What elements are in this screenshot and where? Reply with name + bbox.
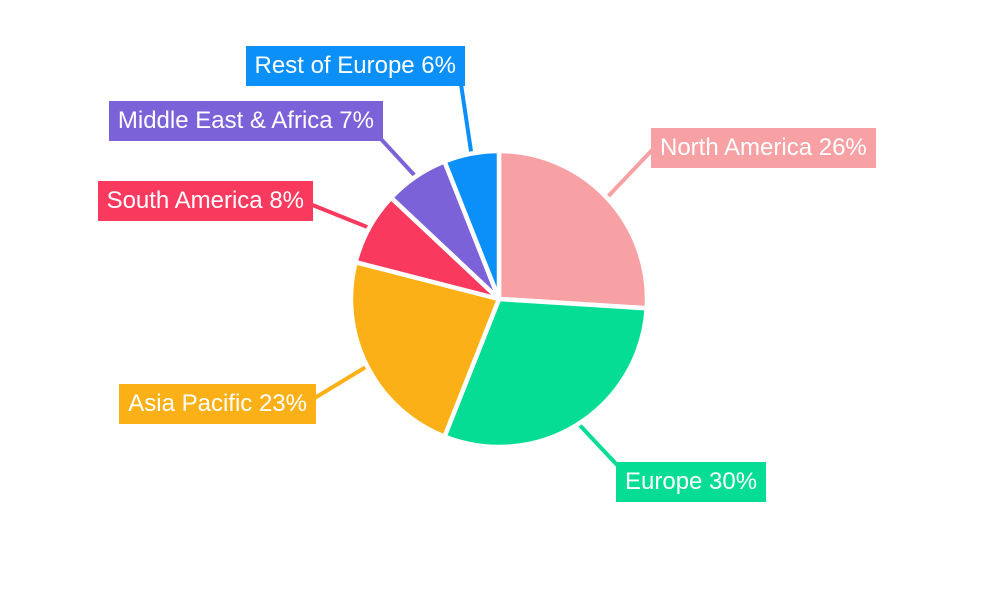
leader-line-middle-east-africa: [378, 136, 419, 180]
pie-slice-europe[interactable]: [442, 296, 649, 450]
leader-line-rest-of-europe: [459, 82, 474, 157]
callout-rest-of-europe: Rest of Europe 6%: [245, 46, 465, 86]
callout-middle-east-africa: Middle East & Africa 7%: [108, 101, 383, 141]
leader-line-south-america: [308, 202, 373, 231]
pie-slice-asia-pacific[interactable]: [348, 259, 502, 439]
callout-asia-pacific: Asia Pacific 23%: [119, 384, 316, 424]
callout-south-america: South America 8%: [97, 181, 313, 221]
callout-north-america: North America 26%: [651, 128, 876, 168]
leader-line-europe: [575, 421, 621, 469]
leader-line-asia-pacific: [311, 363, 370, 401]
pie-slice-north-america[interactable]: [496, 148, 650, 311]
callout-europe: Europe 30%: [616, 462, 767, 502]
pie-slice-rest-of-europe[interactable]: [442, 148, 502, 302]
leader-line-north-america: [604, 146, 656, 201]
